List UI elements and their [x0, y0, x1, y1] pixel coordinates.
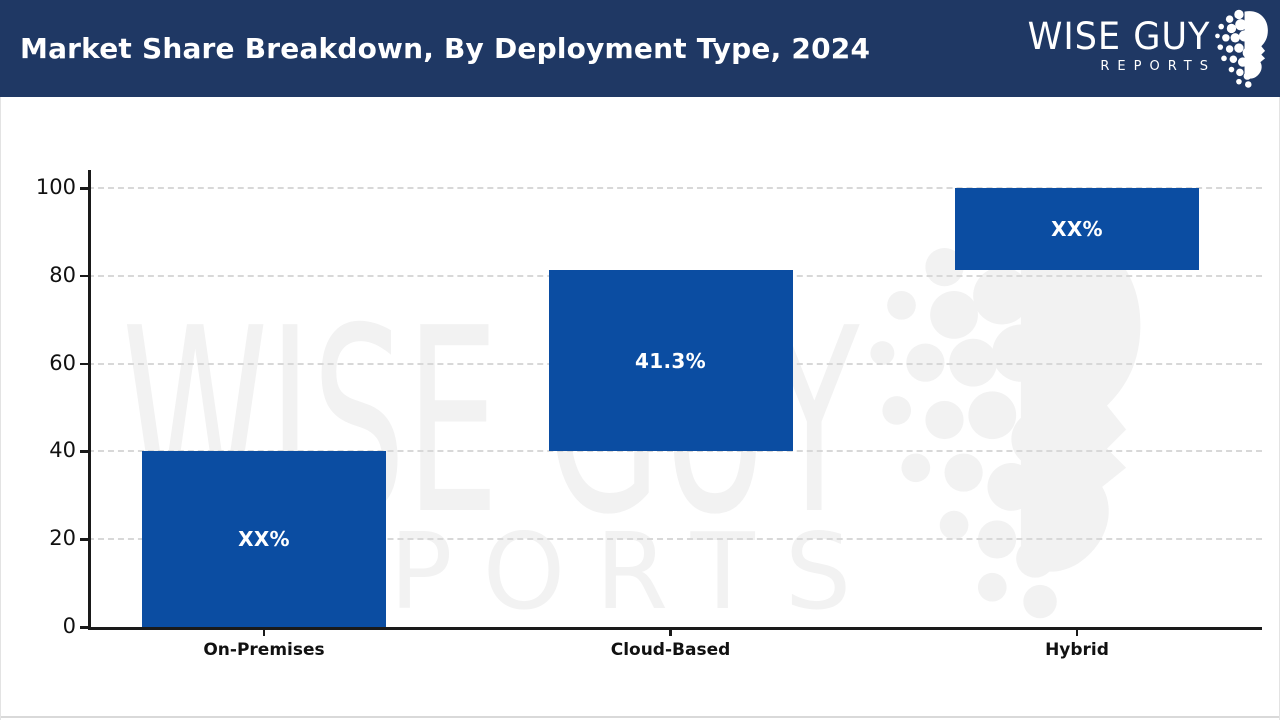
y-axis-tick-mark: [80, 187, 89, 190]
x-axis-tick-mark: [1075, 628, 1079, 636]
x-axis-category-label: Cloud-Based: [610, 640, 731, 660]
y-axis-line: [88, 170, 91, 629]
y-axis-tick-mark: [80, 538, 89, 541]
logo-wordmark: WISE GUY: [1027, 15, 1210, 58]
y-axis-tick-mark: [80, 450, 89, 453]
x-axis-category-label: Hybrid: [1045, 640, 1109, 660]
bar-cloud-based: 41.3%: [548, 270, 793, 452]
y-axis-tick-label: 80: [49, 262, 76, 287]
page-title: Market Share Breakdown, By Deployment Ty…: [20, 32, 871, 65]
y-axis-tick-label: 40: [49, 438, 76, 463]
y-axis-tick-label: 100: [35, 175, 76, 199]
header-band: Market Share Breakdown, By Deployment Ty…: [0, 0, 1280, 97]
bar-value-label: 41.3%: [635, 348, 706, 373]
x-axis-tick-mark: [262, 628, 266, 636]
bar-value-label: XX%: [1051, 217, 1103, 242]
y-axis-tick-mark: [80, 362, 89, 366]
y-axis-tick-label: 0: [62, 614, 76, 638]
gridline-y-100: [88, 187, 1262, 189]
x-axis-category-label: On-Premises: [203, 640, 325, 660]
bar-on-premises: XX%: [142, 451, 386, 627]
bar-value-label: XX%: [238, 527, 290, 552]
gridline-y-20: [88, 538, 1262, 541]
bar-hybrid: XX%: [955, 188, 1199, 271]
x-axis-line: [88, 627, 1262, 630]
y-axis-tick-label: 20: [49, 526, 76, 551]
logo-text-block: WISE GUY REPORTS: [1018, 15, 1210, 75]
x-axis-tick-mark: [669, 628, 672, 636]
logo-reports-text: REPORTS: [1100, 59, 1216, 74]
wiseguy-face-icon: [1204, 7, 1272, 91]
y-axis-tick-label: 60: [49, 350, 76, 375]
chart-plot-area: 0 20 40 60 80 100 XX% On-Premises 41.3% Cloud-Bas…: [0, 97, 1280, 720]
wiseguy-logo: WISE GUY REPORTS: [1004, 4, 1274, 94]
y-axis-tick-mark: [80, 626, 89, 629]
y-axis-tick-mark: [80, 274, 89, 278]
figure-bottom-border: [0, 716, 1280, 718]
gridline-y-40: [88, 450, 1262, 453]
figure-left-border: [0, 97, 1, 720]
